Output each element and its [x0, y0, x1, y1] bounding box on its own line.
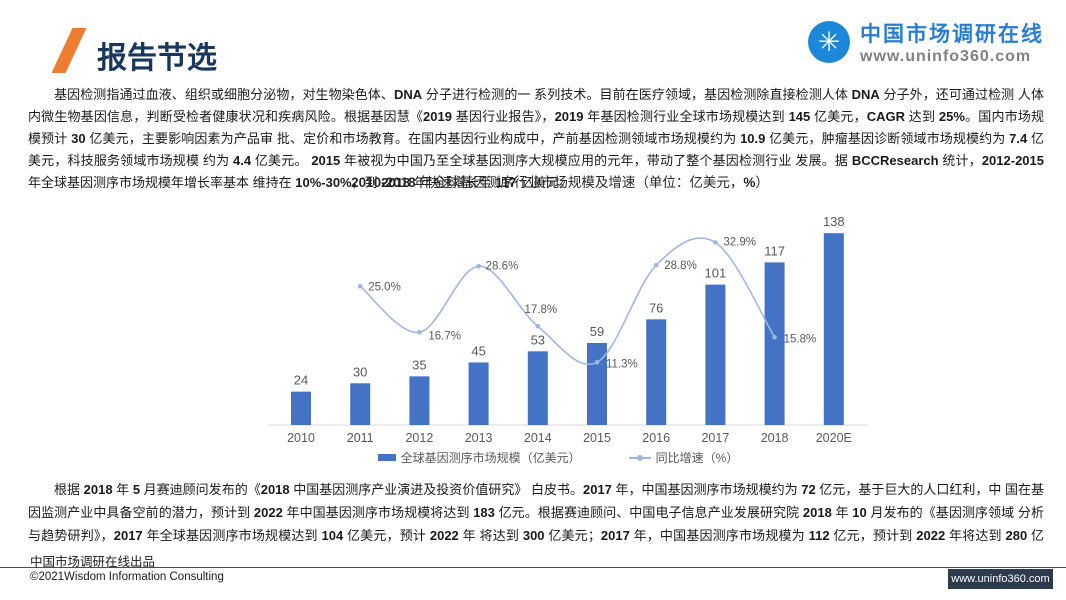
footer-divider	[0, 567, 1066, 568]
growth-point-2016	[653, 262, 659, 268]
growth-point-2011	[357, 283, 363, 289]
slash-icon	[51, 28, 87, 73]
bar-value-2016: 76	[649, 300, 663, 315]
bar-2013	[468, 362, 489, 425]
footer-producer: 中国市场调研在线出品	[30, 555, 156, 569]
x-label-2011: 2011	[347, 431, 374, 445]
bar-2011	[350, 383, 371, 425]
footer-copyright: ©2021Wisdom Information Consulting	[30, 571, 224, 583]
brand-name: 中国市场调研在线	[860, 23, 1044, 46]
bar-value-2014: 53	[531, 332, 545, 347]
growth-point-2015	[594, 359, 600, 365]
growth-label-2016: 28.8%	[664, 260, 697, 272]
legend-line-label: 同比增速（%）	[655, 451, 739, 465]
growth-label-2018: 15.8%	[784, 333, 817, 345]
bar-value-2012: 35	[412, 357, 426, 372]
legend-bar-label: 全球基因测序市场规模（亿美元）	[400, 451, 581, 465]
growth-label-2011: 25.0%	[368, 281, 401, 293]
x-label-2020E: 2020E	[816, 431, 852, 445]
x-label-2014: 2014	[524, 431, 552, 445]
x-label-2012: 2012	[405, 431, 433, 445]
x-label-2016: 2016	[642, 431, 670, 445]
chart-legend: 全球基因测序市场规模（亿美元） 同比增速（%）	[25, 449, 1066, 466]
bar-value-2010: 24	[294, 373, 308, 388]
growth-label-2015: 11.3%	[606, 358, 638, 370]
brand-block: ✳ 中国市场调研在线 www.uninfo360.com	[808, 18, 1044, 66]
brand-logo-icon: ✳	[808, 21, 850, 63]
legend-item-line: 同比增速（%）	[628, 449, 739, 466]
legend-item-bar: 全球基因测序市场规模（亿美元）	[377, 449, 581, 466]
bar-2018	[764, 262, 785, 425]
x-label-2017: 2017	[701, 431, 729, 445]
bar-2016	[646, 319, 667, 425]
x-label-2013: 2013	[465, 431, 493, 445]
bar-2010	[291, 391, 311, 425]
x-label-2015: 2015	[583, 431, 611, 445]
growth-label-2017: 32.9%	[723, 236, 756, 248]
growth-label-2014: 17.8%	[524, 304, 557, 316]
growth-point-2017	[713, 240, 718, 245]
bar-series-swatch-icon	[377, 454, 396, 461]
bar-value-2011: 30	[353, 364, 367, 379]
growth-point-2018	[772, 335, 777, 340]
brand-text: 中国市场调研在线 www.uninfo360.com	[860, 18, 1044, 66]
intro-paragraph: 基因检测指通过血液、组织或细胞分泌物，对生物染色体、DNA 分子进行检测的一 系…	[28, 87, 1044, 190]
x-label-2010: 2010	[287, 431, 315, 445]
bar-value-2018: 117	[764, 243, 785, 258]
bar-value-2013: 45	[471, 343, 485, 358]
bar-2020E	[823, 233, 844, 425]
market-chart-svg: 24 2010 30 2011 35 2012 45 2013 53 2014 59 2015 76 20…	[268, 214, 868, 445]
brand-url-link[interactable]: www.uninfo360.com	[860, 48, 1032, 65]
line-series-swatch-icon	[628, 454, 651, 461]
growth-line	[359, 237, 776, 365]
growth-label-2013: 28.6%	[486, 260, 519, 272]
bar-2014	[527, 351, 548, 425]
growth-point-2014	[535, 323, 541, 329]
bar-value-2017: 101	[705, 266, 727, 281]
x-label-2018: 2018	[761, 431, 789, 445]
closing-paragraph: 根据 2018 年 5 月赛迪顾问发布的《2018 中国基因测序产业演进及投资价…	[28, 482, 1044, 543]
bar-2012	[409, 376, 430, 425]
chart-title: 2010-2018 年全球基因测序行业市场规模及增速（单位：亿美元，%）	[351, 175, 769, 190]
bar-value-2020E: 138	[823, 214, 845, 229]
page-title: 报告节选	[97, 42, 217, 75]
footer-url-badge[interactable]: www.uninfo360.com	[948, 569, 1053, 589]
bar-2017	[705, 284, 726, 425]
growth-point-2013	[476, 263, 481, 269]
bar-value-2015: 59	[590, 324, 604, 339]
growth-point-2012	[417, 330, 422, 335]
growth-label-2012: 16.7%	[428, 330, 461, 342]
